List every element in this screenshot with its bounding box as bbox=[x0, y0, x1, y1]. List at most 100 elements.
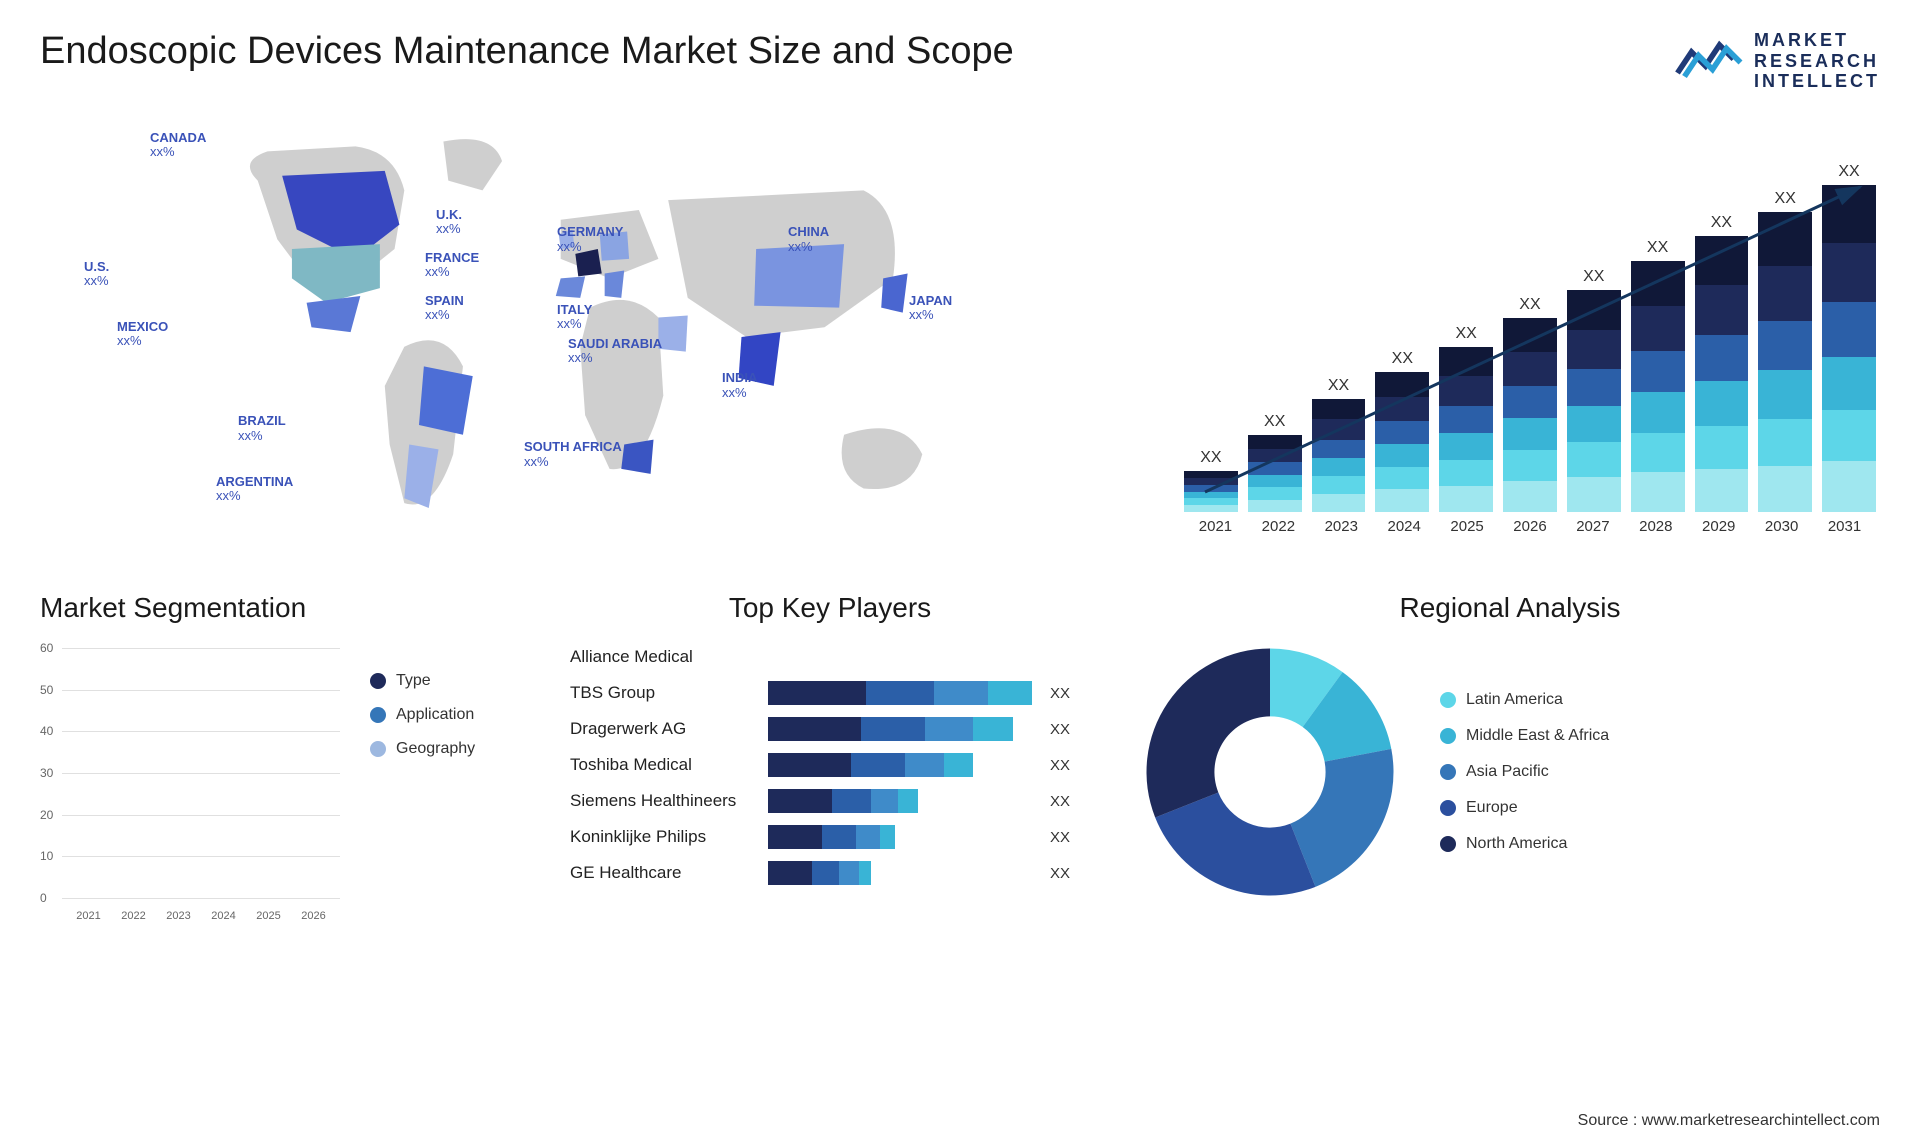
growth-segment bbox=[1503, 352, 1557, 386]
growth-segment bbox=[1822, 185, 1876, 244]
player-row: Dragerwerk AGXX bbox=[570, 714, 1090, 744]
growth-segment bbox=[1631, 261, 1685, 306]
seg-gridline bbox=[62, 690, 340, 691]
seg-y-tick: 10 bbox=[40, 849, 53, 863]
player-value: XX bbox=[1050, 865, 1090, 882]
player-row: Alliance Medical bbox=[570, 642, 1090, 672]
segmentation-legend: Type Application Geography bbox=[370, 672, 475, 922]
growth-segment bbox=[1822, 302, 1876, 356]
page-title: Endoscopic Devices Maintenance Market Si… bbox=[40, 30, 1014, 73]
player-bar bbox=[768, 753, 1042, 777]
growth-segment bbox=[1567, 442, 1621, 477]
legend-item: Application bbox=[370, 706, 475, 724]
player-row: Siemens HealthineersXX bbox=[570, 786, 1090, 816]
growth-bar: XX bbox=[1439, 325, 1493, 512]
seg-gridline bbox=[62, 731, 340, 732]
growth-segment bbox=[1439, 460, 1493, 486]
legend-dot-icon bbox=[370, 673, 386, 689]
growth-segment bbox=[1248, 475, 1302, 487]
growth-segment bbox=[1631, 472, 1685, 512]
growth-value-label: XX bbox=[1392, 350, 1413, 368]
seg-gridline bbox=[62, 898, 340, 899]
growth-segment bbox=[1375, 489, 1429, 512]
growth-segment bbox=[1695, 469, 1749, 512]
seg-y-tick: 50 bbox=[40, 683, 53, 697]
growth-segment bbox=[1439, 486, 1493, 512]
growth-segment bbox=[1439, 347, 1493, 376]
growth-segment bbox=[1822, 410, 1876, 461]
player-bar bbox=[768, 789, 1042, 813]
legend-dot-icon bbox=[1440, 764, 1456, 780]
segmentation-chart: 202120222023202420252026 0102030405060 bbox=[40, 642, 340, 922]
legend-item: Middle East & Africa bbox=[1440, 727, 1609, 745]
growth-x-label: 2028 bbox=[1624, 518, 1687, 535]
growth-segment bbox=[1758, 466, 1812, 512]
growth-segment bbox=[1439, 376, 1493, 405]
growth-segment bbox=[1503, 450, 1557, 482]
growth-segment bbox=[1822, 243, 1876, 302]
logo-line1: MARKET bbox=[1754, 30, 1880, 51]
growth-value-label: XX bbox=[1775, 190, 1796, 208]
growth-value-label: XX bbox=[1519, 296, 1540, 314]
growth-segment bbox=[1631, 351, 1685, 392]
player-name: TBS Group bbox=[570, 683, 760, 703]
growth-x-label: 2023 bbox=[1310, 518, 1373, 535]
seg-y-tick: 40 bbox=[40, 724, 53, 738]
country-label: MEXICOxx% bbox=[117, 320, 168, 349]
seg-y-tick: 0 bbox=[40, 891, 47, 905]
growth-chart-panel: XXXXXXXXXXXXXXXXXXXXXX 20212022202320242… bbox=[1180, 122, 1880, 552]
country-label: U.S.xx% bbox=[84, 260, 109, 289]
legend-item: Latin America bbox=[1440, 691, 1609, 709]
legend-label: Application bbox=[396, 706, 474, 724]
players-panel: Top Key Players Alliance Medical TBS Grou… bbox=[570, 592, 1090, 952]
player-segment bbox=[832, 789, 871, 813]
growth-segment bbox=[1248, 435, 1302, 449]
growth-segment bbox=[1503, 481, 1557, 512]
player-segment bbox=[768, 861, 812, 885]
growth-bar: XX bbox=[1184, 449, 1238, 512]
growth-segment bbox=[1375, 444, 1429, 467]
growth-value-label: XX bbox=[1711, 214, 1732, 232]
growth-value-label: XX bbox=[1583, 268, 1604, 286]
player-row: GE HealthcareXX bbox=[570, 858, 1090, 888]
player-row: TBS GroupXX bbox=[570, 678, 1090, 708]
growth-segment bbox=[1375, 397, 1429, 422]
player-segment bbox=[934, 681, 988, 705]
growth-x-label: 2029 bbox=[1687, 518, 1750, 535]
growth-segment bbox=[1184, 471, 1238, 478]
growth-segment bbox=[1631, 433, 1685, 473]
legend-label: Europe bbox=[1466, 799, 1518, 817]
country-label: ARGENTINAxx% bbox=[216, 475, 293, 504]
player-segment bbox=[988, 681, 1032, 705]
country-label: CANADAxx% bbox=[150, 131, 206, 160]
growth-chart: XXXXXXXXXXXXXXXXXXXXXX 20212022202320242… bbox=[1180, 172, 1880, 552]
legend-item: Type bbox=[370, 672, 475, 690]
legend-label: Type bbox=[396, 672, 431, 690]
growth-segment bbox=[1695, 335, 1749, 380]
player-name: Koninklijke Philips bbox=[570, 827, 760, 847]
growth-segment bbox=[1695, 285, 1749, 335]
country-label: FRANCExx% bbox=[425, 251, 479, 280]
growth-segment bbox=[1631, 392, 1685, 433]
seg-x-label: 2023 bbox=[156, 910, 201, 922]
seg-gridline bbox=[62, 815, 340, 816]
players-title: Top Key Players bbox=[570, 592, 1090, 624]
player-segment bbox=[812, 861, 839, 885]
growth-segment bbox=[1695, 426, 1749, 469]
legend-label: North America bbox=[1466, 835, 1567, 853]
growth-segment bbox=[1312, 458, 1366, 476]
player-segment bbox=[768, 717, 861, 741]
growth-segment bbox=[1567, 477, 1621, 512]
growth-segment bbox=[1312, 494, 1366, 512]
legend-item: North America bbox=[1440, 835, 1609, 853]
country-label: JAPANxx% bbox=[909, 294, 952, 323]
seg-x-label: 2026 bbox=[291, 910, 336, 922]
growth-segment bbox=[1567, 290, 1621, 330]
seg-x-label: 2025 bbox=[246, 910, 291, 922]
header: Endoscopic Devices Maintenance Market Si… bbox=[40, 30, 1880, 92]
logo-line3: INTELLECT bbox=[1754, 71, 1880, 92]
legend-item: Geography bbox=[370, 740, 475, 758]
seg-x-label: 2021 bbox=[66, 910, 111, 922]
growth-bar: XX bbox=[1248, 413, 1302, 512]
growth-bar: XX bbox=[1503, 296, 1557, 512]
